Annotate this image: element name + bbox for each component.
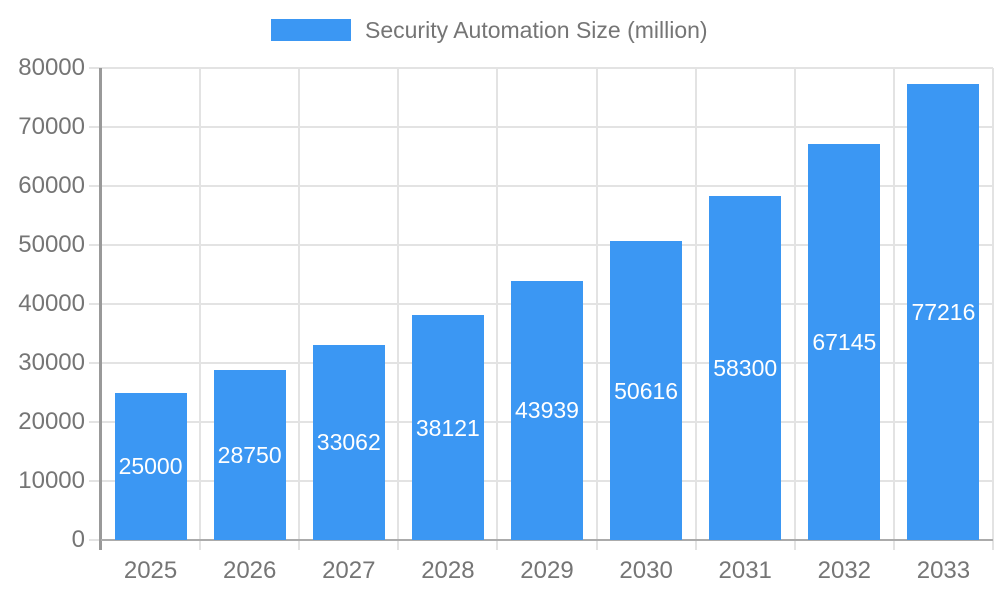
y-tick — [89, 539, 101, 541]
v-gridline — [992, 68, 994, 540]
bar[interactable] — [610, 241, 683, 540]
h-gridline — [101, 126, 993, 128]
bar[interactable] — [312, 344, 385, 540]
bar-value-label: 50616 — [614, 377, 679, 404]
bar-value-label: 25000 — [118, 453, 183, 480]
bar-value-label: 77216 — [911, 299, 976, 326]
bar[interactable] — [411, 315, 484, 540]
x-tick-label: 2028 — [421, 557, 475, 584]
y-tick-label: 20000 — [18, 408, 85, 435]
y-tick-label: 50000 — [18, 231, 85, 258]
y-tick — [89, 244, 101, 246]
bar[interactable] — [511, 280, 583, 540]
x-tick — [793, 540, 796, 550]
x-tick-label: 2025 — [123, 557, 178, 584]
x-tick — [694, 540, 697, 550]
bar[interactable] — [907, 84, 980, 540]
x-tick — [397, 540, 400, 550]
bar-value-label: 58300 — [713, 355, 778, 381]
h-gridline — [101, 67, 993, 69]
y-tick-label: 30000 — [18, 349, 85, 376]
y-tick — [89, 303, 101, 305]
bar-value-label: 28750 — [217, 442, 282, 469]
v-gridline — [199, 68, 202, 540]
bar-value-label: 38121 — [415, 414, 480, 441]
x-tick — [595, 540, 598, 550]
x-tick-label: 2030 — [619, 557, 673, 584]
v-gridline — [793, 68, 796, 540]
bar-value-label: 43939 — [515, 397, 579, 424]
y-tick — [89, 126, 101, 128]
v-gridline — [892, 68, 895, 540]
x-tick-label: 2027 — [322, 557, 376, 584]
x-tick-label: 2032 — [817, 557, 872, 584]
v-gridline — [298, 68, 301, 540]
h-gridline — [101, 185, 993, 187]
legend-swatch — [271, 19, 351, 41]
y-tick-label: 60000 — [18, 172, 85, 199]
x-tick — [892, 540, 895, 550]
x-tick-label: 2031 — [718, 557, 772, 584]
y-tick-label: 70000 — [18, 113, 85, 140]
x-tick — [992, 540, 994, 550]
h-gridline — [101, 244, 993, 246]
y-tick-label: 0 — [71, 526, 85, 553]
x-tick — [199, 540, 202, 550]
bar-value-label: 67145 — [812, 328, 877, 355]
x-tick-label: 2029 — [520, 557, 574, 584]
y-tick-label: 40000 — [18, 290, 85, 317]
y-tick — [89, 362, 101, 364]
y-axis-line — [99, 68, 102, 550]
v-gridline — [694, 68, 697, 540]
v-gridline — [397, 68, 400, 540]
v-gridline — [496, 68, 499, 540]
y-tick — [89, 480, 101, 482]
bar[interactable] — [213, 370, 286, 540]
v-gridline — [595, 68, 598, 540]
y-tick-label: 80000 — [18, 54, 85, 81]
bar[interactable] — [808, 143, 881, 540]
bar[interactable] — [114, 392, 187, 540]
y-tick — [89, 185, 101, 187]
y-tick-label: 10000 — [18, 467, 85, 494]
y-tick — [89, 421, 101, 423]
y-tick — [89, 67, 101, 69]
legend[interactable]: Security Automation Size (million) — [271, 17, 708, 43]
bar[interactable] — [709, 196, 782, 540]
x-tick-label: 2033 — [916, 557, 971, 584]
x-tick-label: 2026 — [222, 557, 277, 584]
x-tick — [298, 540, 301, 550]
legend-label: Security Automation Size (million) — [365, 17, 708, 43]
x-tick — [496, 540, 499, 550]
x-axis-line — [101, 539, 993, 541]
bar-value-label: 33062 — [316, 429, 381, 456]
